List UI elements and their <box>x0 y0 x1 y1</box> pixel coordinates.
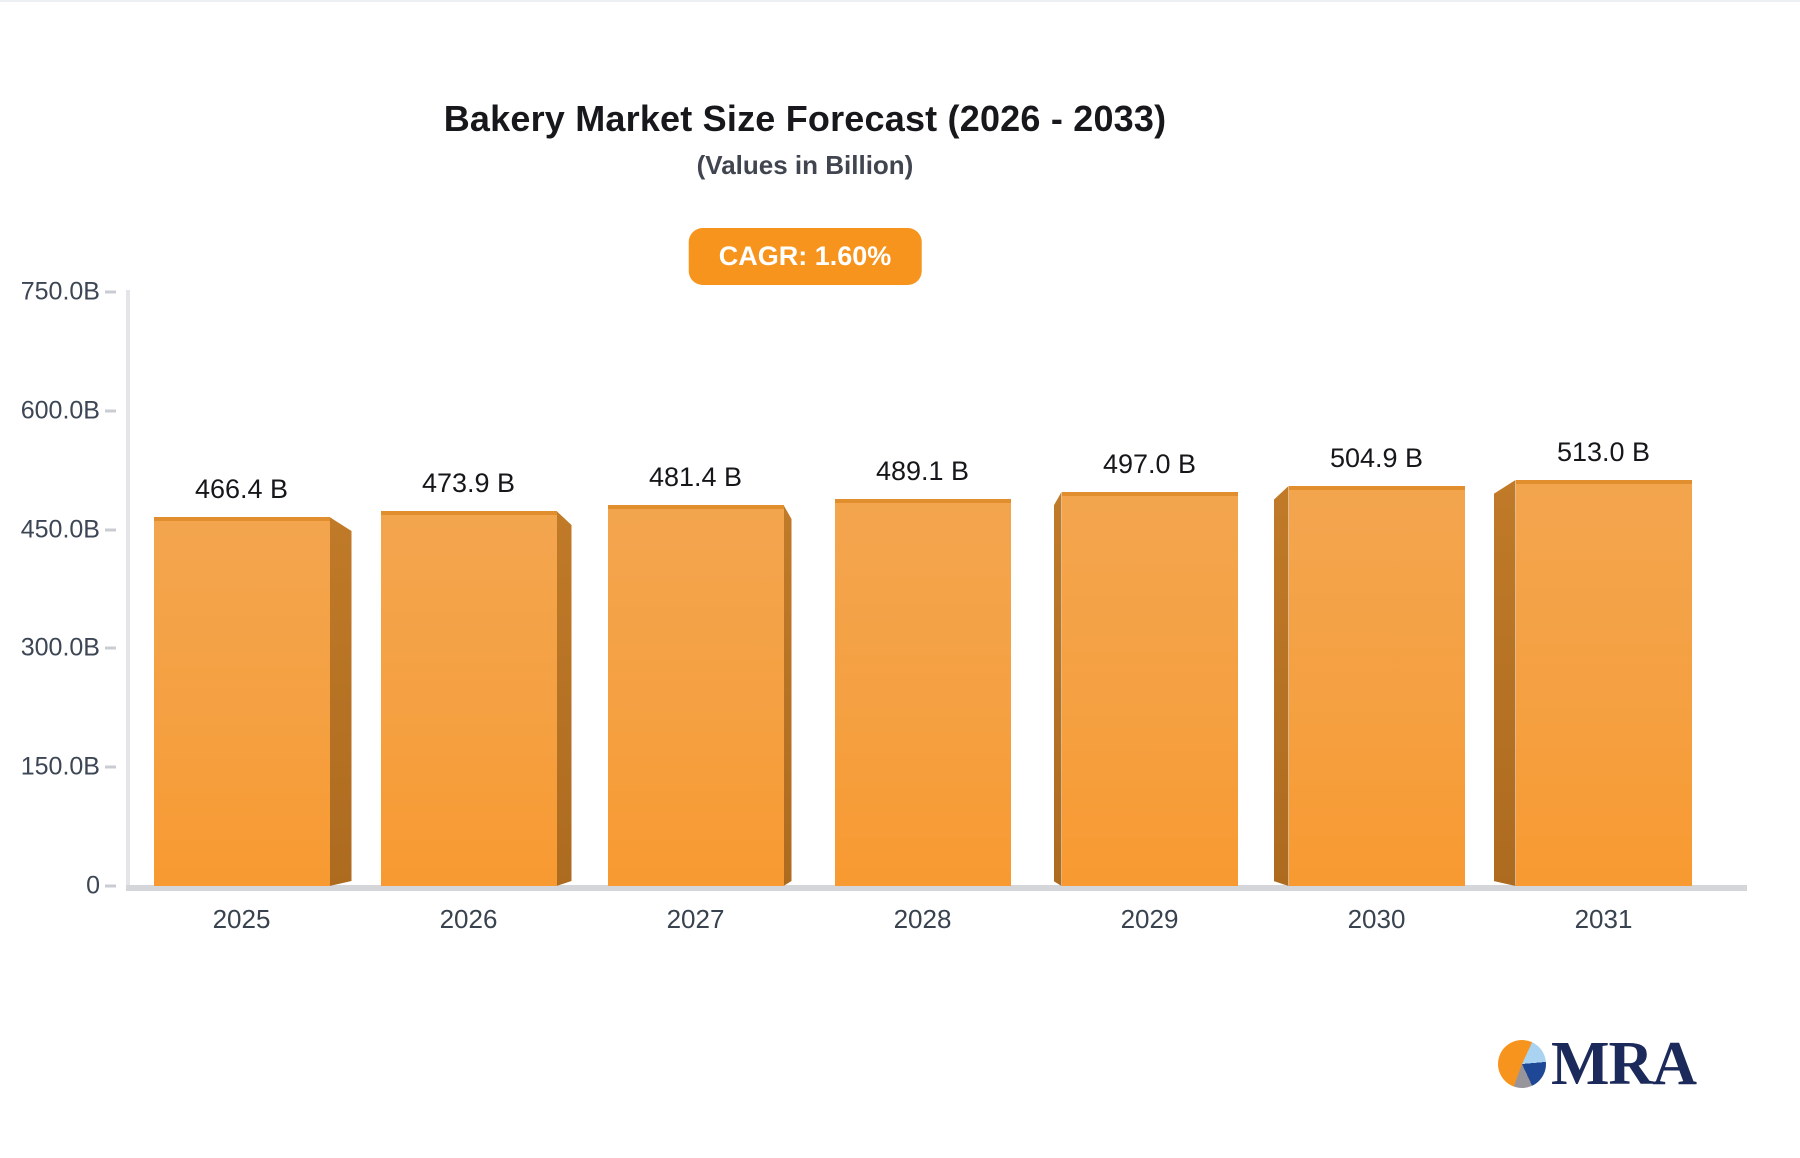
bar-side-face <box>330 517 352 886</box>
x-axis-label: 2026 <box>439 904 498 934</box>
bar-slot-2027: 481.4 B 2027 <box>582 292 809 934</box>
y-tick-label: 600.0B <box>20 396 100 425</box>
x-axis-label: 2025 <box>212 904 271 934</box>
bar-2031 <box>1515 480 1692 886</box>
y-tick-label: 0 <box>86 871 100 900</box>
chart-subtitle: (Values in Billion) <box>696 150 914 180</box>
bar-slot-2031: 513.0 B 2031 <box>1490 292 1717 934</box>
x-axis-baseline <box>126 885 1747 891</box>
brand-logo: MRA <box>1498 1030 1697 1098</box>
bar-2027 <box>607 505 784 886</box>
logo-text: MRA <box>1551 1030 1697 1098</box>
bar-side-face <box>784 505 792 886</box>
bar-slot-2028: 489.1 B 2028 <box>809 292 1036 934</box>
cagr-badge: CAGR: 1.60% <box>688 228 922 285</box>
x-axis-label: 2031 <box>1574 904 1633 934</box>
y-tick-mark <box>105 290 116 294</box>
x-axis-label: 2027 <box>666 904 725 934</box>
bar-side-face <box>557 511 572 886</box>
bar-slot-2030: 504.9 B 2030 <box>1263 292 1490 934</box>
bar-value-label: 473.9 B <box>421 468 516 498</box>
y-tick-mark <box>105 646 116 650</box>
y-tick-label: 450.0B <box>20 515 100 544</box>
x-axis-label: 2029 <box>1120 904 1179 934</box>
pie-chart-icon <box>1498 1040 1546 1088</box>
bar-value-label: 513.0 B <box>1556 437 1651 467</box>
bar-2028 <box>834 499 1011 886</box>
bar-2025 <box>153 517 330 886</box>
bar-slot-2025: 466.4 B 2025 <box>128 292 355 934</box>
bar-slot-2026: 473.9 B 2026 <box>355 292 582 934</box>
y-tick-label: 750.0B <box>20 277 100 306</box>
bar-value-label: 497.0 B <box>1102 449 1197 479</box>
bar-2030 <box>1288 486 1465 886</box>
y-tick-label: 150.0B <box>20 752 100 781</box>
y-tick-mark <box>105 528 116 532</box>
bar-slot-2029: 497.0 B 2029 <box>1036 292 1263 934</box>
chart-title: Bakery Market Size Forecast (2026 - 2033… <box>443 98 1167 139</box>
y-axis-line <box>126 290 130 886</box>
x-axis-label: 2030 <box>1347 904 1406 934</box>
x-axis-label: 2028 <box>893 904 952 934</box>
bar-side-face <box>1054 492 1062 886</box>
bar-value-label: 481.4 B <box>648 462 743 492</box>
bar-value-label: 489.1 B <box>875 456 970 486</box>
y-tick-mark <box>105 765 116 769</box>
y-tick-mark <box>105 409 116 413</box>
bar-value-label: 504.9 B <box>1329 443 1424 473</box>
bar-2026 <box>380 511 557 886</box>
bar-side-face <box>1274 486 1289 886</box>
bar-plot-area: 466.4 B 2025 473.9 B 2026 481.4 B 2027 489.1 B… <box>128 292 1717 934</box>
bar-2029 <box>1061 492 1238 886</box>
bar-side-face <box>1494 480 1516 886</box>
bar-value-label: 466.4 B <box>194 474 289 504</box>
y-tick-label: 300.0B <box>20 633 100 662</box>
y-tick-mark <box>105 884 116 888</box>
